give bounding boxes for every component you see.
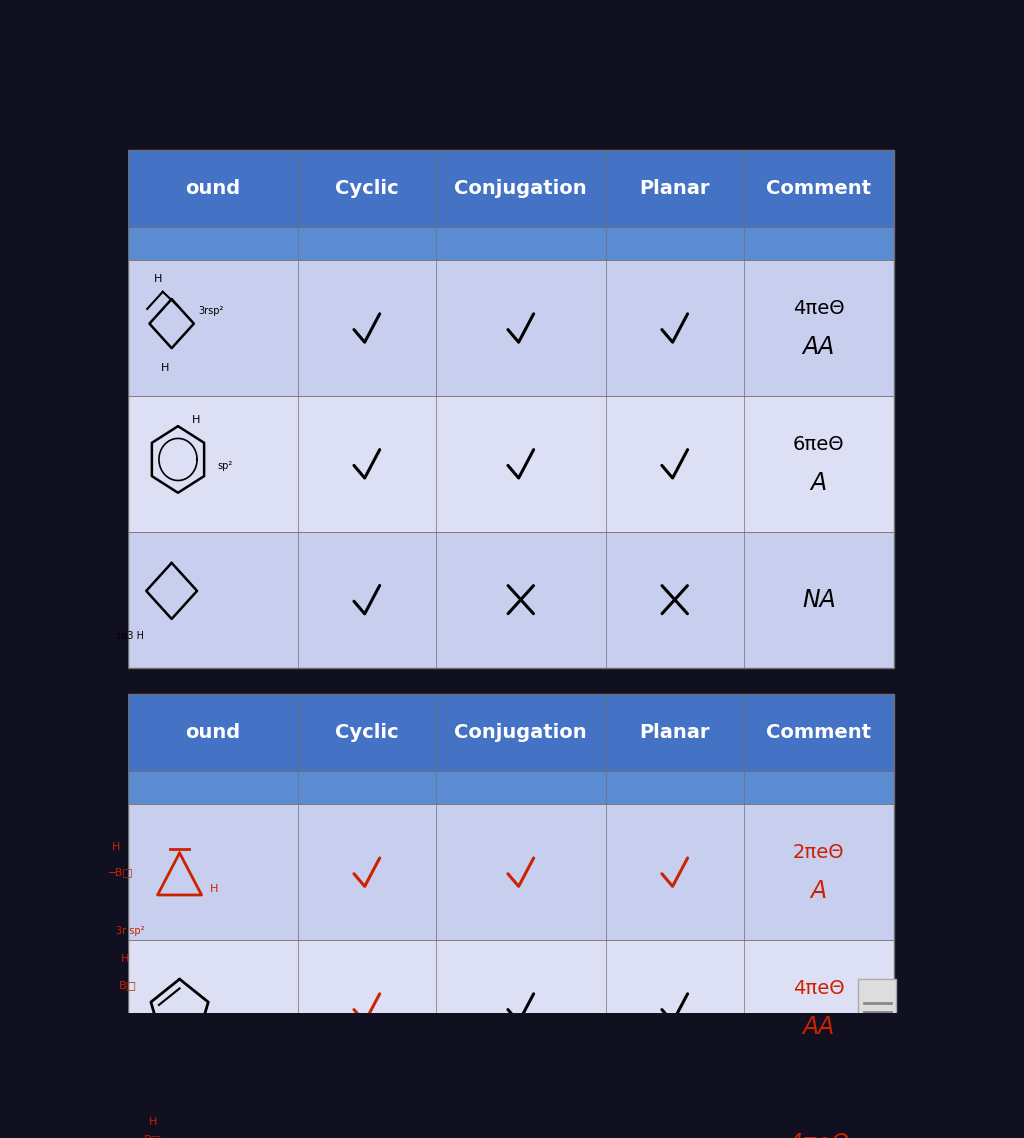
Bar: [128, 261, 894, 396]
Text: 6πeΘ: 6πeΘ: [793, 435, 845, 454]
Text: Comment: Comment: [766, 723, 871, 742]
Text: AA: AA: [803, 336, 835, 360]
Bar: [128, 805, 894, 940]
Text: Planar: Planar: [639, 179, 710, 198]
Bar: [128, 150, 894, 226]
Text: H: H: [155, 274, 163, 284]
Text: Conjugation: Conjugation: [455, 179, 587, 198]
Text: 3rsp²: 3rsp²: [199, 306, 223, 316]
Bar: [858, 979, 896, 1036]
Text: Cyclic: Cyclic: [335, 179, 398, 198]
Text: Conjugation: Conjugation: [455, 723, 587, 742]
Bar: [128, 694, 894, 1138]
Text: ound: ound: [185, 179, 241, 198]
Text: H: H: [161, 363, 169, 373]
Bar: [128, 694, 894, 770]
Text: H: H: [150, 1116, 158, 1127]
Bar: [128, 531, 894, 668]
Text: ound: ound: [185, 723, 241, 742]
Text: H: H: [191, 414, 201, 424]
Text: NA: NA: [802, 587, 836, 611]
Text: Cyclic: Cyclic: [335, 723, 398, 742]
Text: H: H: [210, 884, 218, 894]
Text: ─B□: ─B□: [109, 867, 133, 877]
Bar: [128, 226, 894, 261]
Text: sp3 H: sp3 H: [116, 630, 143, 641]
Text: 4πeΘ: 4πeΘ: [787, 1132, 850, 1138]
Text: 4πeΘ: 4πeΘ: [793, 979, 845, 998]
Text: B□: B□: [119, 981, 137, 991]
Text: 2πeΘ: 2πeΘ: [793, 843, 845, 863]
Bar: [128, 1075, 894, 1138]
Bar: [128, 770, 894, 805]
Bar: [128, 150, 894, 668]
Bar: [128, 940, 894, 1075]
Text: Planar: Planar: [639, 723, 710, 742]
Text: Comment: Comment: [766, 179, 871, 198]
Text: A: A: [811, 471, 827, 495]
Text: A: A: [811, 880, 827, 904]
Text: H: H: [121, 954, 129, 964]
Text: B□: B□: [143, 1135, 162, 1138]
Text: H: H: [112, 842, 120, 852]
Text: AA: AA: [803, 1015, 835, 1039]
Text: 4πeΘ: 4πeΘ: [793, 299, 845, 319]
Bar: [128, 396, 894, 531]
Text: sp²: sp²: [217, 461, 232, 471]
Text: 3r sp²: 3r sp²: [116, 926, 144, 937]
